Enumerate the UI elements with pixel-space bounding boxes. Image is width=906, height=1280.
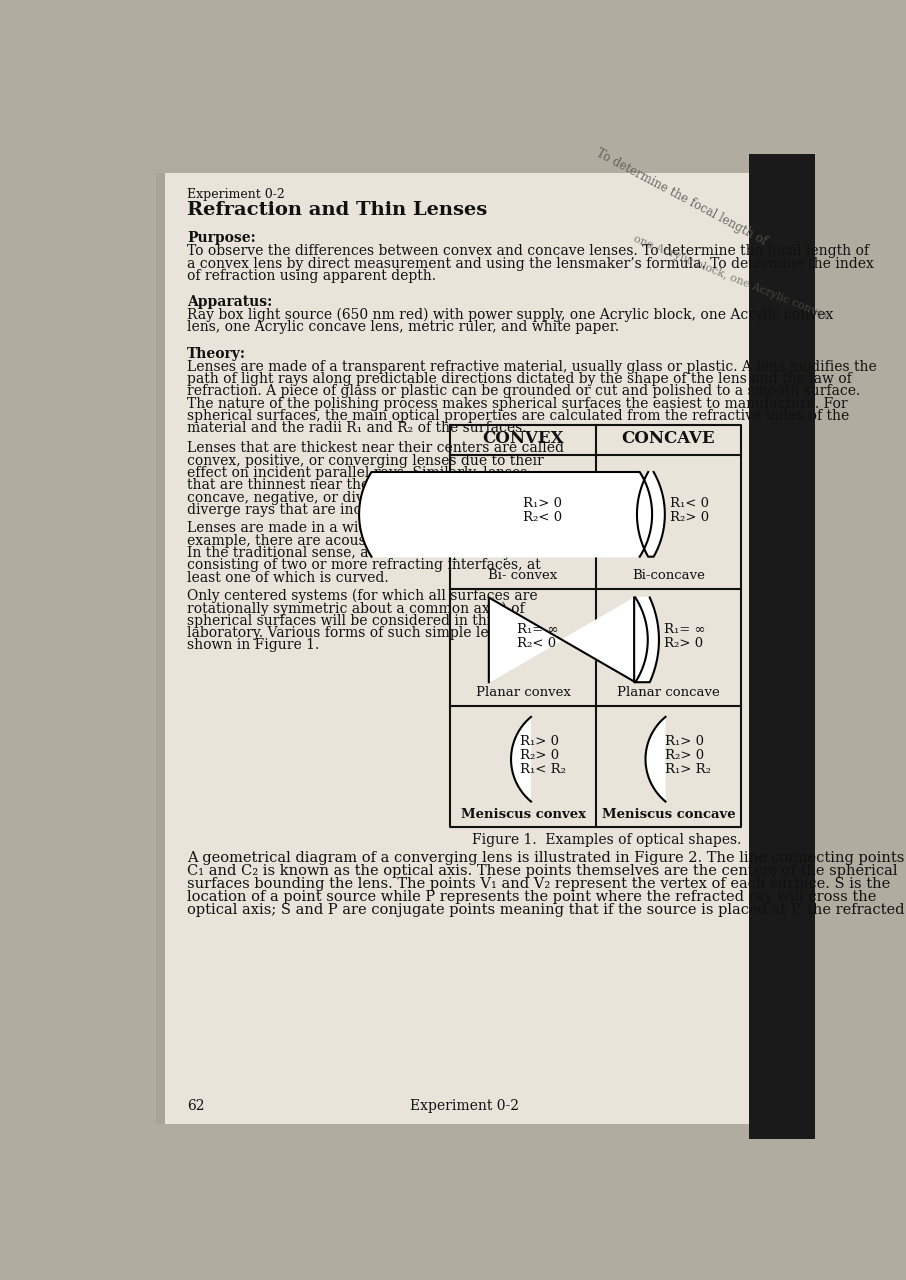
Text: R₁> 0: R₁> 0 [665,735,704,749]
Polygon shape [637,472,665,557]
Text: Planar convex: Planar convex [476,686,571,699]
Text: Meniscus convex: Meniscus convex [460,808,585,820]
Text: R₁= ∞: R₁= ∞ [663,623,705,636]
Text: C₁ and C₂ is known as the optical axis. These points themselves are the centers : C₁ and C₂ is known as the optical axis. … [187,864,897,878]
Text: Figure 1.  Examples of optical shapes.: Figure 1. Examples of optical shapes. [472,833,741,847]
Text: R₂< 0: R₂< 0 [516,636,556,650]
Text: Experiment 0-2: Experiment 0-2 [187,188,284,201]
Text: least one of which is curved.: least one of which is curved. [187,571,389,585]
Text: Meniscus concave: Meniscus concave [602,808,735,820]
Text: Only centered systems (for which all surfaces are: Only centered systems (for which all sur… [187,589,537,603]
Text: path of light rays along predictable directions dictated by the shape of the len: path of light rays along predictable dir… [187,372,852,387]
Text: Ray box light source (650 nm red) with power supply, one Acrylic block, one Acry: Ray box light source (650 nm red) with p… [187,307,834,323]
Text: A geometrical diagram of a converging lens is illustrated in Figure 2. The line : A geometrical diagram of a converging le… [187,851,904,865]
Text: refraction. A piece of glass or plastic can be grounded or cut and polished to a: refraction. A piece of glass or plastic … [187,384,860,398]
Text: R₂> 0: R₂> 0 [670,511,709,525]
Text: location of a point source while P represents the point where the refracted ray : location of a point source while P repre… [187,891,876,904]
Text: Refraction and Thin Lenses: Refraction and Thin Lenses [187,201,487,219]
Text: surfaces bounding the lens. The points V₁ and V₂ represent the vertex of each su: surfaces bounding the lens. The points V… [187,877,890,891]
Text: Lenses are made of a transparent refractive material, usually glass or plastic. : Lenses are made of a transparent refract… [187,360,877,374]
Text: 62: 62 [187,1100,205,1112]
Bar [748,154,818,1139]
Text: Experiment 0-2: Experiment 0-2 [410,1100,519,1112]
Text: R₂> 0: R₂> 0 [519,749,559,762]
Text: a convex lens by direct measurement and using the lensmaker’s formula. To determ: a convex lens by direct measurement and … [187,256,873,270]
Text: consisting of two or more refracting interfaces, at: consisting of two or more refracting int… [187,558,541,572]
Text: Planar concave: Planar concave [617,686,719,699]
Bar [156,173,748,1124]
Text: lens, one Acrylic concave lens, metric ruler, and white paper.: lens, one Acrylic concave lens, metric r… [187,320,619,334]
Text: one Acrylic block, one Acrylic convex: one Acrylic block, one Acrylic convex [632,233,831,321]
Text: spherical surfaces, the main optical properties are calculated from the refracti: spherical surfaces, the main optical pro… [187,410,849,422]
Text: laboratory. Various forms of such simple lenses are: laboratory. Various forms of such simple… [187,626,548,640]
Polygon shape [359,472,652,557]
Text: Bi- convex: Bi- convex [488,568,558,581]
Text: R₂< 0: R₂< 0 [523,511,562,525]
Text: Purpose:: Purpose: [187,232,255,246]
Text: optical axis; S and P are conjugate points meaning that if the source is placed : optical axis; S and P are conjugate poin… [187,904,904,918]
Text: Lenses are made in a wide variety of forms; for: Lenses are made in a wide variety of for… [187,521,521,535]
Text: R₁> 0: R₁> 0 [523,498,562,511]
Text: R₁< 0: R₁< 0 [670,498,709,511]
Text: Apparatus:: Apparatus: [187,296,272,308]
Text: The nature of the polishing process makes spherical surfaces the easiest to manu: The nature of the polishing process make… [187,397,847,411]
Text: material and the radii R₁ and R₂ of the surfaces.: material and the radii R₁ and R₂ of the … [187,421,526,435]
Text: CONCAVE: CONCAVE [622,430,715,447]
Text: spherical surfaces will be considered in this: spherical surfaces will be considered in… [187,614,498,627]
Text: Theory:: Theory: [187,347,246,361]
Text: that are thinnest near their centers are called: that are thinnest near their centers are… [187,479,512,493]
Text: CONVEX: CONVEX [482,430,564,447]
Text: convex, positive, or converging lenses due to their: convex, positive, or converging lenses d… [187,453,544,467]
Text: a convex lens by direct measurement and using the lensmaker’s formula. To determ: a convex lens by direct measurement and … [617,4,906,270]
Text: rotationally symmetric about a common axis) of: rotationally symmetric about a common ax… [187,602,525,616]
Text: Bi-concave: Bi-concave [631,568,705,581]
Text: diverge rays that are incident on these lenses.: diverge rays that are incident on these … [187,503,515,517]
Text: To determine the focal length of: To determine the focal length of [593,146,768,247]
Text: R₁< R₂: R₁< R₂ [519,763,565,776]
Text: Lenses that are thickest near their centers are called: Lenses that are thickest near their cent… [187,442,564,456]
Text: R₁> R₂: R₁> R₂ [665,763,711,776]
Text: shown in Figure 1.: shown in Figure 1. [187,639,319,653]
Text: R₂> 0: R₂> 0 [665,749,704,762]
Text: R₁> 0: R₁> 0 [519,735,558,749]
Text: R₁= ∞: R₁= ∞ [516,623,558,636]
Text: R₂> 0: R₂> 0 [663,636,703,650]
Text: In the traditional sense, a lens is an optical system: In the traditional sense, a lens is an o… [187,547,545,561]
Bar [156,173,165,1124]
Polygon shape [634,598,659,682]
Text: To observe the differences between convex and concave lenses. To determine the f: To observe the differences between conve… [187,244,869,259]
Text: effect on incident parallel rays. Similarly, lenses: effect on incident parallel rays. Simila… [187,466,527,480]
Polygon shape [489,598,648,682]
Text: example, there are acoustic and microwave lenses.: example, there are acoustic and microwav… [187,534,549,548]
Text: of refraction using apparent depth.: of refraction using apparent depth. [187,269,436,283]
Text: concave, negative, or diverging lenses and tend to: concave, negative, or diverging lenses a… [187,490,544,504]
